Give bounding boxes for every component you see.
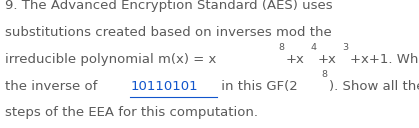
Text: 9. The Advanced Encryption Standard (AES) uses: 9. The Advanced Encryption Standard (AES… bbox=[5, 0, 333, 12]
Text: 8: 8 bbox=[278, 43, 284, 52]
Text: 4: 4 bbox=[310, 43, 316, 52]
Text: 10110101: 10110101 bbox=[130, 80, 198, 93]
Text: 3: 3 bbox=[342, 43, 349, 52]
Text: the inverse of: the inverse of bbox=[5, 80, 102, 93]
Text: steps of the EEA for this computation.: steps of the EEA for this computation. bbox=[5, 106, 259, 119]
Text: in this GF(2: in this GF(2 bbox=[217, 80, 298, 93]
Text: +x: +x bbox=[318, 53, 337, 66]
Text: +x+1. What is: +x+1. What is bbox=[350, 53, 419, 66]
Text: substitutions created based on inverses mod the: substitutions created based on inverses … bbox=[5, 26, 332, 39]
Text: ). Show all the: ). Show all the bbox=[329, 80, 419, 93]
Text: 8: 8 bbox=[321, 70, 328, 79]
Text: irreducible polynomial m(x) = x: irreducible polynomial m(x) = x bbox=[5, 53, 217, 66]
Text: +x: +x bbox=[286, 53, 305, 66]
